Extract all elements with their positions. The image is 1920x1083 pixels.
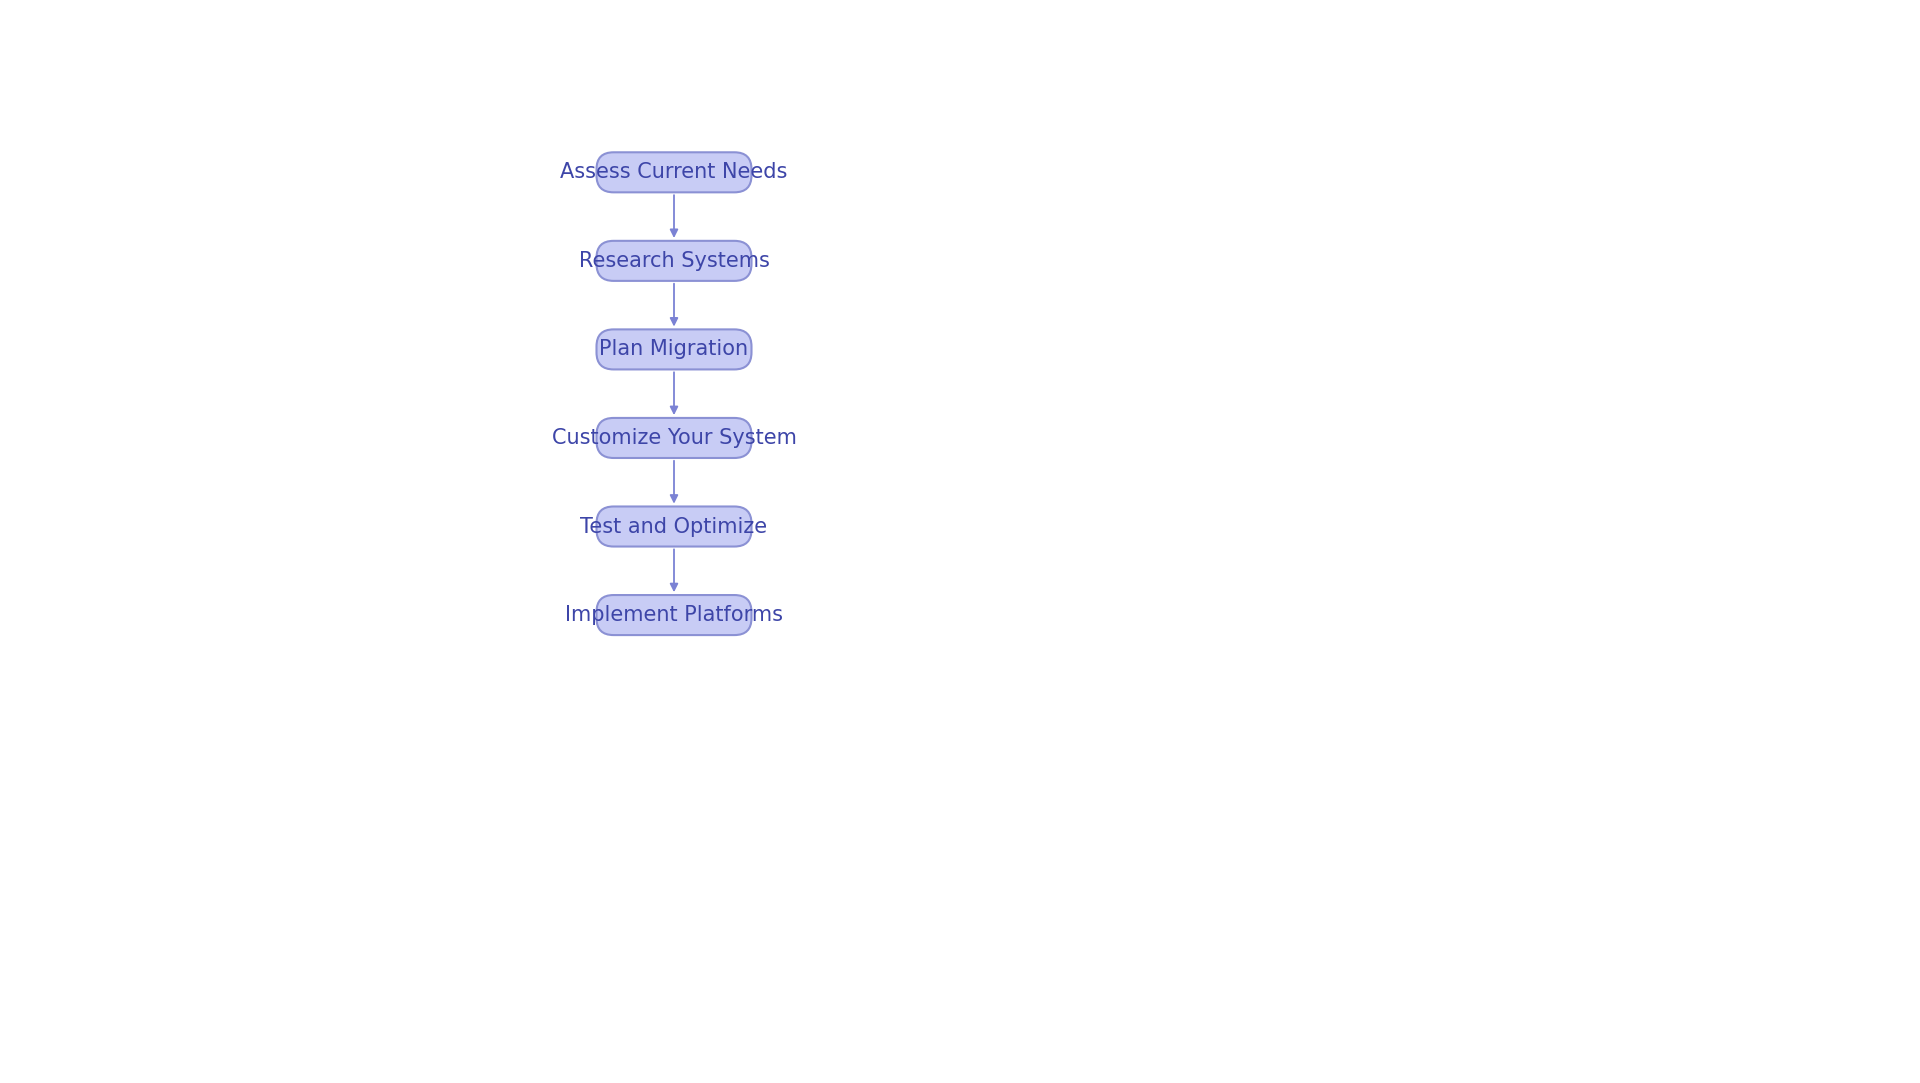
FancyBboxPatch shape <box>597 240 751 280</box>
FancyBboxPatch shape <box>597 595 751 635</box>
Text: Plan Migration: Plan Migration <box>599 339 749 360</box>
Text: Research Systems: Research Systems <box>578 251 770 271</box>
FancyBboxPatch shape <box>597 507 751 547</box>
Text: Assess Current Needs: Assess Current Needs <box>561 162 787 182</box>
FancyBboxPatch shape <box>597 418 751 458</box>
Text: Implement Platforms: Implement Platforms <box>564 605 783 625</box>
Text: Test and Optimize: Test and Optimize <box>580 517 768 536</box>
Text: Customize Your System: Customize Your System <box>551 428 797 448</box>
FancyBboxPatch shape <box>597 153 751 193</box>
FancyBboxPatch shape <box>597 329 751 369</box>
